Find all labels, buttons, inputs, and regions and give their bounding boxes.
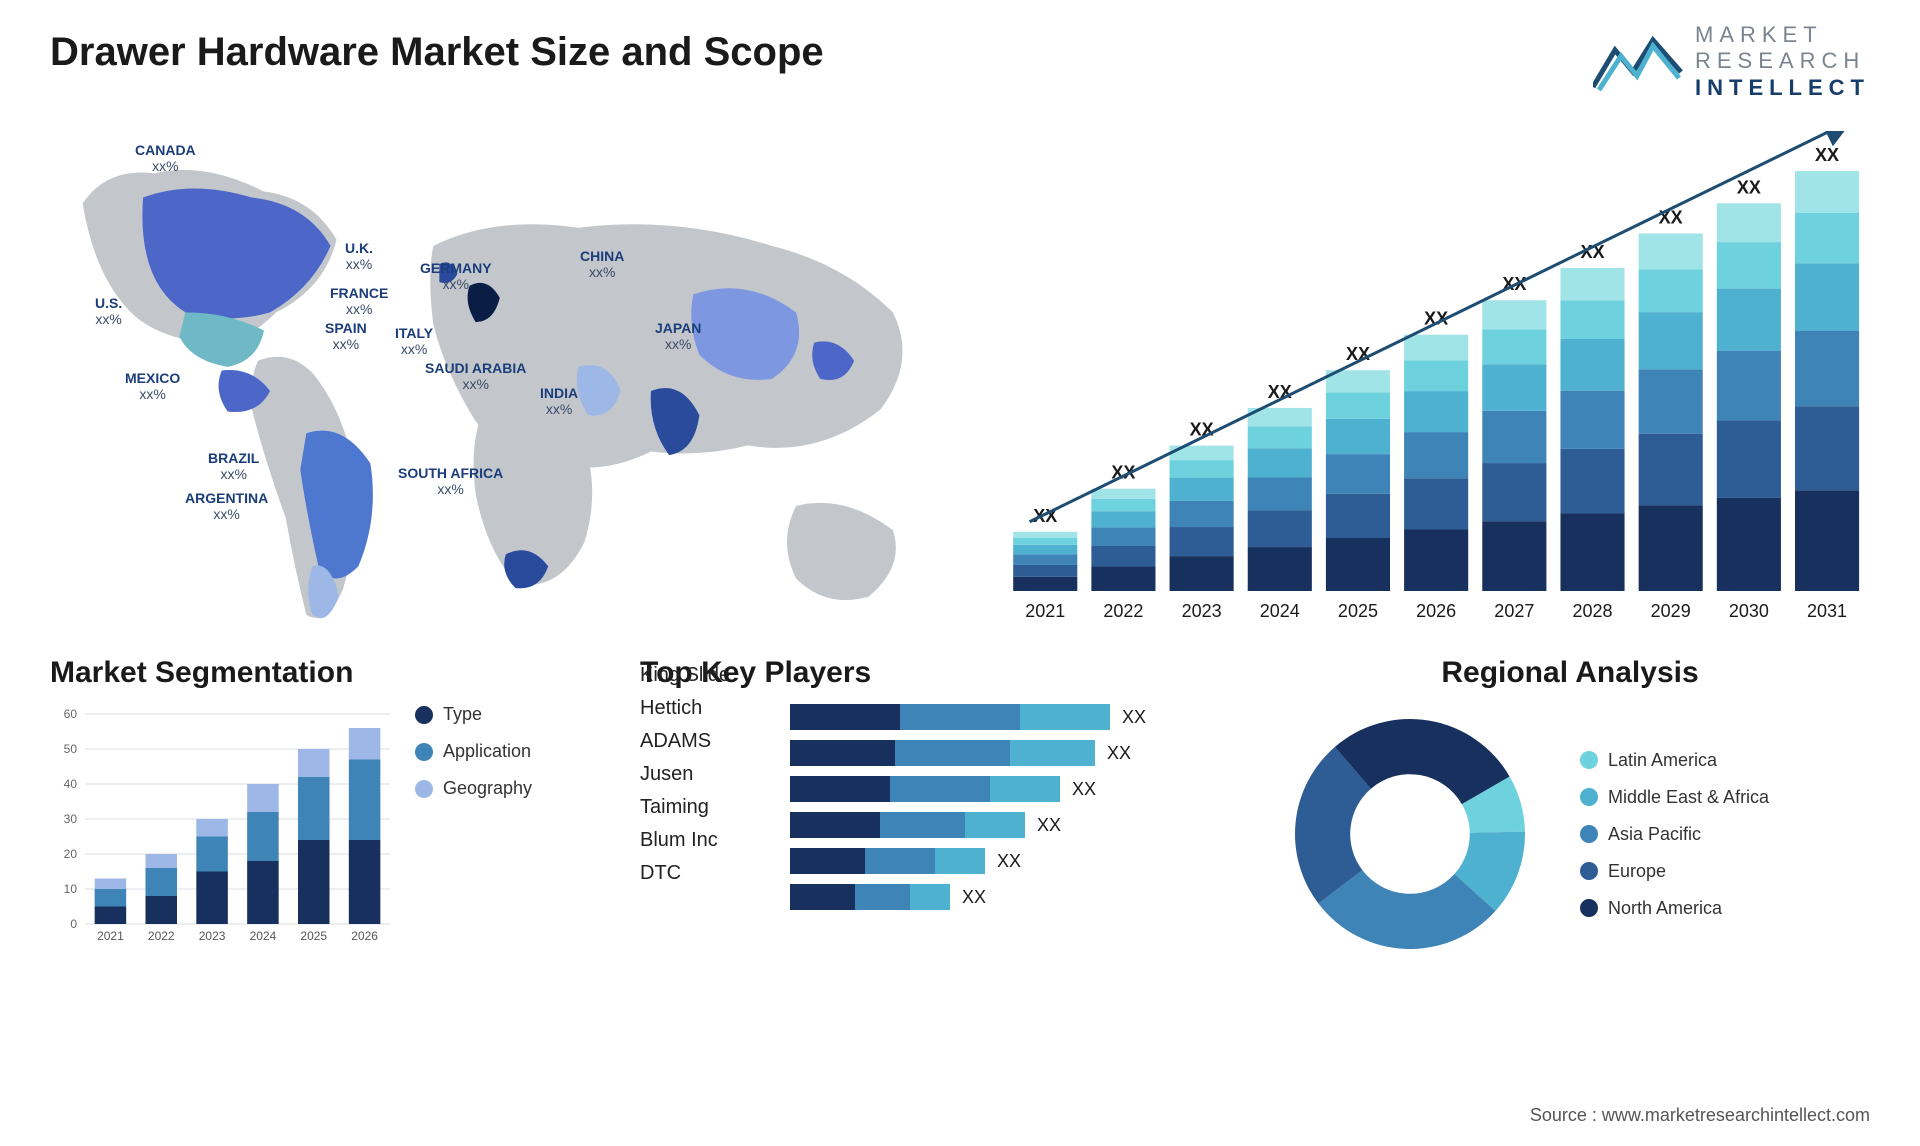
svg-text:XX: XX xyxy=(1815,145,1839,165)
svg-text:2031: 2031 xyxy=(1807,601,1847,621)
svg-text:2030: 2030 xyxy=(1729,601,1769,621)
logo-line1: MARKET xyxy=(1695,22,1870,48)
region-north-america: North America xyxy=(1580,898,1769,919)
map-label-india: INDIAxx% xyxy=(540,386,578,417)
players-chart: XX XX XX XX XX XX xyxy=(790,704,1220,954)
seg-legend-application: Application xyxy=(415,741,532,762)
map-label-japan: JAPANxx% xyxy=(655,321,701,352)
svg-text:2023: 2023 xyxy=(199,929,226,943)
page-title: Drawer Hardware Market Size and Scope xyxy=(50,30,824,75)
players-list: King Slide Hettich ADAMS Jusen Taiming Blum I… xyxy=(640,664,770,954)
svg-text:2024: 2024 xyxy=(1259,601,1299,621)
svg-text:0: 0 xyxy=(70,917,77,931)
regional-panel: Regional Analysis Latin America Middle Ea… xyxy=(1270,656,1870,964)
logo-icon xyxy=(1593,32,1683,92)
svg-text:2026: 2026 xyxy=(351,929,378,943)
svg-text:2022: 2022 xyxy=(1103,601,1143,621)
region-latin-america: Latin America xyxy=(1580,750,1769,771)
svg-text:XX: XX xyxy=(1658,208,1682,228)
logo-line3: INTELLECT xyxy=(1695,75,1870,101)
seg-legend-type: Type xyxy=(415,704,532,725)
svg-text:XX: XX xyxy=(1037,815,1061,835)
region-europe: Europe xyxy=(1580,861,1769,882)
svg-text:20: 20 xyxy=(64,847,78,861)
player-adams: ADAMS xyxy=(640,730,770,753)
svg-text:2025: 2025 xyxy=(300,929,327,943)
world-map: CANADAxx% U.S.xx% MEXICOxx% BRAZILxx% ARGENT… xyxy=(50,131,962,651)
svg-text:XX: XX xyxy=(1122,707,1146,727)
region-middle-east---africa: Middle East & Africa xyxy=(1580,787,1769,808)
map-label-china: CHINAxx% xyxy=(580,249,624,280)
logo-line2: RESEARCH xyxy=(1695,48,1870,74)
map-label-u-s-: U.S.xx% xyxy=(95,296,122,327)
svg-text:2027: 2027 xyxy=(1494,601,1534,621)
segmentation-legend: Type Application Geography xyxy=(415,704,532,799)
svg-text:2021: 2021 xyxy=(1025,601,1065,621)
segmentation-panel: Market Segmentation 0 10 20 30 40 50 60 2021 202… xyxy=(50,656,610,964)
svg-text:2023: 2023 xyxy=(1181,601,1221,621)
svg-text:50: 50 xyxy=(64,742,78,756)
map-label-france: FRANCExx% xyxy=(330,286,388,317)
svg-text:60: 60 xyxy=(64,707,78,721)
svg-text:2028: 2028 xyxy=(1572,601,1612,621)
seg-legend-geography: Geography xyxy=(415,778,532,799)
players-panel: Top Key Players King SlideHettichADAMSJu… xyxy=(640,656,1240,964)
map-label-argentina: ARGENTINAxx% xyxy=(185,491,268,522)
player-blum-inc: Blum Inc xyxy=(640,829,770,852)
svg-text:10: 10 xyxy=(64,882,78,896)
regional-title: Regional Analysis xyxy=(1270,656,1870,690)
segmentation-title: Market Segmentation xyxy=(50,656,610,690)
svg-text:XX: XX xyxy=(1107,743,1131,763)
player-jusen: Jusen xyxy=(640,763,770,786)
svg-text:XX: XX xyxy=(1072,779,1096,799)
svg-text:2024: 2024 xyxy=(250,929,277,943)
main-growth-chart: XX2021XX2022XX2023XX2024XX2025XX2026XX20… xyxy=(1002,131,1870,651)
svg-text:XX: XX xyxy=(997,851,1021,871)
regional-legend: Latin America Middle East & Africa Asia Pa… xyxy=(1580,750,1769,919)
map-label-brazil: BRAZILxx% xyxy=(208,451,259,482)
player-king-slide: King Slide xyxy=(640,664,770,687)
source-text: Source : www.marketresearchintellect.com xyxy=(1530,1105,1870,1126)
svg-text:40: 40 xyxy=(64,777,78,791)
map-label-canada: CANADAxx% xyxy=(135,143,196,174)
region-asia-pacific: Asia Pacific xyxy=(1580,824,1769,845)
svg-text:XX: XX xyxy=(1737,177,1761,197)
map-label-spain: SPAINxx% xyxy=(325,321,367,352)
brand-logo: MARKET RESEARCH INTELLECT xyxy=(1593,22,1870,101)
map-label-italy: ITALYxx% xyxy=(395,326,433,357)
svg-text:2021: 2021 xyxy=(97,929,124,943)
map-label-u-k-: U.K.xx% xyxy=(345,241,373,272)
map-label-germany: GERMANYxx% xyxy=(420,261,492,292)
svg-text:2022: 2022 xyxy=(148,929,175,943)
regional-donut xyxy=(1270,704,1550,964)
map-label-saudi-arabia: SAUDI ARABIAxx% xyxy=(425,361,526,392)
svg-text:2029: 2029 xyxy=(1650,601,1690,621)
map-label-mexico: MEXICOxx% xyxy=(125,371,180,402)
svg-text:XX: XX xyxy=(962,887,986,907)
player-hettich: Hettich xyxy=(640,697,770,720)
map-label-south-africa: SOUTH AFRICAxx% xyxy=(398,466,503,497)
segmentation-chart: 0 10 20 30 40 50 60 2021 2022 2023 2024 2025 2026 xyxy=(50,704,390,954)
svg-text:2025: 2025 xyxy=(1338,601,1378,621)
player-dtc: DTC xyxy=(640,862,770,885)
svg-text:2026: 2026 xyxy=(1416,601,1456,621)
player-taiming: Taiming xyxy=(640,796,770,819)
svg-text:30: 30 xyxy=(64,812,78,826)
